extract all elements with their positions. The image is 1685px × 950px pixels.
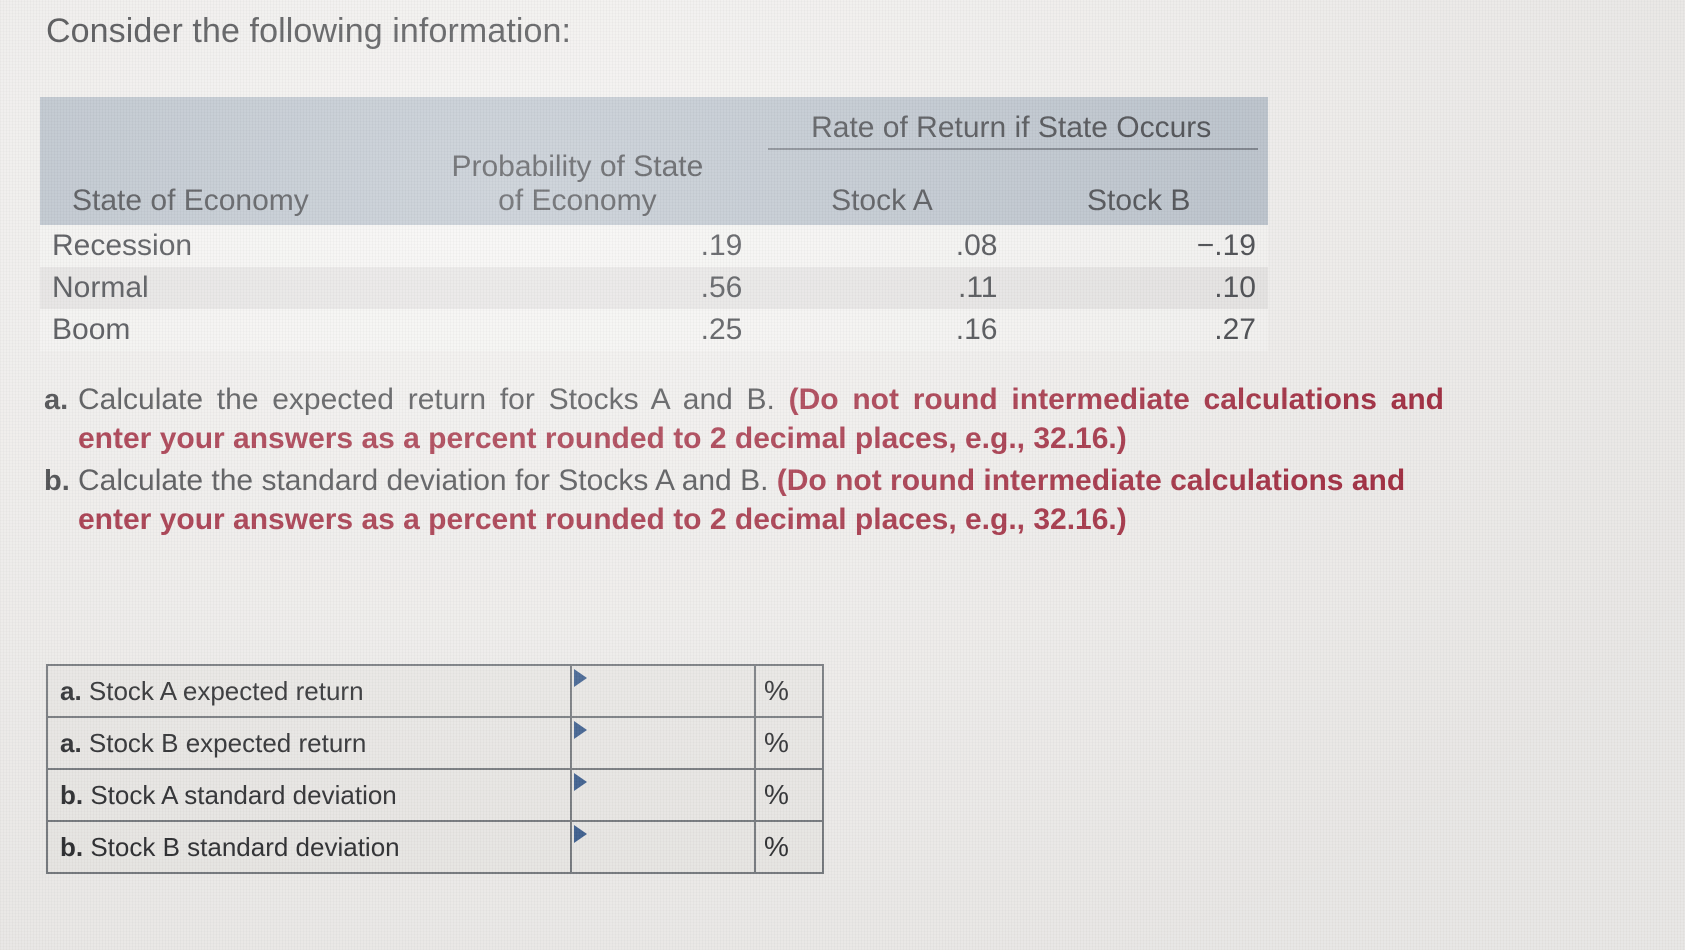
question-body: Calculate the expected return for Stocks… [78,380,1444,459]
answer-label: Stock A expected return [81,675,364,706]
answer-unit: % [754,664,824,718]
cell-probability: .56 [400,267,755,309]
input-marker-triangle-icon [574,773,587,791]
cell-stock-b: −.19 [1009,225,1268,267]
column-header-stock-a: Stock A [754,150,1010,225]
column-header-probability-line2: of Economy [498,184,657,217]
answer-table-body: a. Stock A expected return % a. Stock B … [46,664,824,874]
answer-label-cell: a. Stock B expected return [46,716,572,770]
answer-input-stock-a-standard-deviation[interactable] [570,768,756,822]
information-table-body: Recession .19 .08 −.19 Normal .56 .11 .1… [40,225,1268,351]
information-table: Rate of Return if State Occurs State of … [40,97,1268,351]
table-spanner-row: Rate of Return if State Occurs [40,97,1268,147]
cell-stock-a: .11 [754,267,1010,309]
cell-state: Recession [40,225,401,267]
column-header-stock-b: Stock B [1009,150,1268,225]
answer-marker: b. [60,831,84,862]
cell-state: Normal [40,267,401,309]
column-group-rule [754,147,1268,150]
input-marker-triangle-icon [574,825,587,843]
question-marker: a. [44,384,69,416]
cell-stock-a: .16 [754,309,1010,351]
table-header-row: State of Economy Probability of State of… [40,150,1268,225]
cell-state: Boom [40,309,401,351]
answer-row-stock-b-standard-deviation: b. Stock B standard deviation % [46,820,824,874]
cell-stock-b: .27 [1009,309,1268,351]
answer-unit: % [754,820,824,874]
answer-marker: a. [60,727,82,758]
answer-input-stock-b-standard-deviation[interactable] [570,820,756,874]
spanner-rule-blank-probability [400,147,755,150]
question-item-b: b. Calculate the standard deviation for … [44,461,1444,540]
input-marker-triangle-icon [574,669,587,687]
column-header-probability-line1: Probability of State [451,150,704,183]
page-intro-text: Consider the following information: [46,12,572,50]
spanner-rule-blank-state [40,147,401,150]
table-row: Normal .56 .11 .10 [40,267,1268,309]
questions-list: a. Calculate the expected return for Sto… [44,380,1444,541]
answer-label: Stock B expected return [81,727,367,758]
question-body: Calculate the standard deviation for Sto… [78,461,1444,540]
answer-table-container: a. Stock A expected return % a. Stock B … [46,664,824,874]
information-table-head: Rate of Return if State Occurs State of … [40,97,1268,225]
input-marker-triangle-icon [574,721,587,739]
answer-unit: % [754,768,824,822]
question-marker: b. [44,464,70,497]
question-note: (Do not round intermediate calculations … [78,463,1406,536]
table-spanner-rule-row [40,147,1268,150]
question-item-a: a. Calculate the expected return for Sto… [44,380,1444,459]
answer-row-stock-b-expected-return: a. Stock B expected return % [46,716,824,770]
answer-label: Stock A standard deviation [83,779,397,810]
answer-input-stock-b-expected-return[interactable] [570,716,756,770]
cell-stock-a: .08 [754,225,1010,267]
answer-row-stock-a-expected-return: a. Stock A expected return % [46,664,824,718]
answer-input-stock-a-expected-return[interactable] [570,664,756,718]
cell-probability: .25 [400,309,755,351]
cell-probability: .19 [400,225,755,267]
answer-unit: % [754,716,824,770]
spanner-blank-probability [400,97,755,147]
column-header-probability-of-state: Probability of State of Economy [400,150,755,225]
table-row: Recession .19 .08 −.19 [40,225,1268,267]
answer-marker: a. [60,675,82,706]
answer-label-cell: b. Stock A standard deviation [46,768,572,822]
answer-label-cell: b. Stock B standard deviation [46,820,572,874]
information-table-container: Rate of Return if State Occurs State of … [40,97,1268,351]
question-prompt: Calculate the standard deviation for Sto… [78,463,777,497]
answer-row-stock-a-standard-deviation: b. Stock A standard deviation % [46,768,824,822]
column-header-state-of-economy: State of Economy [40,150,401,225]
table-row: Boom .25 .16 .27 [40,309,1268,351]
answer-label-cell: a. Stock A expected return [46,664,572,718]
column-group-header-rate-of-return: Rate of Return if State Occurs [754,97,1268,147]
question-note: (Do not round intermediate calculations … [78,383,1444,456]
answer-table: a. Stock A expected return % a. Stock B … [46,664,824,874]
cell-stock-b: .10 [1009,267,1268,309]
answer-marker: b. [60,779,84,810]
question-prompt: Calculate the expected return for Stocks… [78,383,789,416]
answer-label: Stock B standard deviation [83,831,400,862]
spanner-blank-state [40,97,401,147]
